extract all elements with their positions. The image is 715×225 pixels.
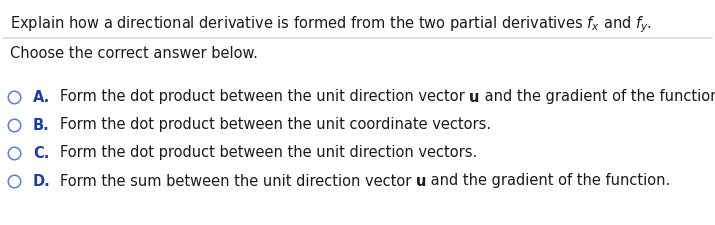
Text: u: u	[469, 90, 480, 104]
Text: Choose the correct answer below.: Choose the correct answer below.	[10, 46, 258, 61]
Text: Form the dot product between the unit coordinate vectors.: Form the dot product between the unit co…	[60, 117, 491, 133]
Text: and the gradient of the function.: and the gradient of the function.	[480, 90, 715, 104]
Text: D.: D.	[33, 173, 51, 189]
Text: A.: A.	[33, 90, 50, 104]
Text: B.: B.	[33, 117, 50, 133]
Text: Explain how a directional derivative is formed from the two partial derivatives : Explain how a directional derivative is …	[10, 14, 652, 35]
Text: u: u	[416, 173, 426, 189]
Text: C.: C.	[33, 146, 49, 160]
Text: and the gradient of the function.: and the gradient of the function.	[426, 173, 671, 189]
Text: Form the sum between the unit direction vector: Form the sum between the unit direction …	[60, 173, 416, 189]
Text: Form the dot product between the unit direction vectors.: Form the dot product between the unit di…	[60, 146, 477, 160]
Text: Form the dot product between the unit direction vector: Form the dot product between the unit di…	[60, 90, 469, 104]
